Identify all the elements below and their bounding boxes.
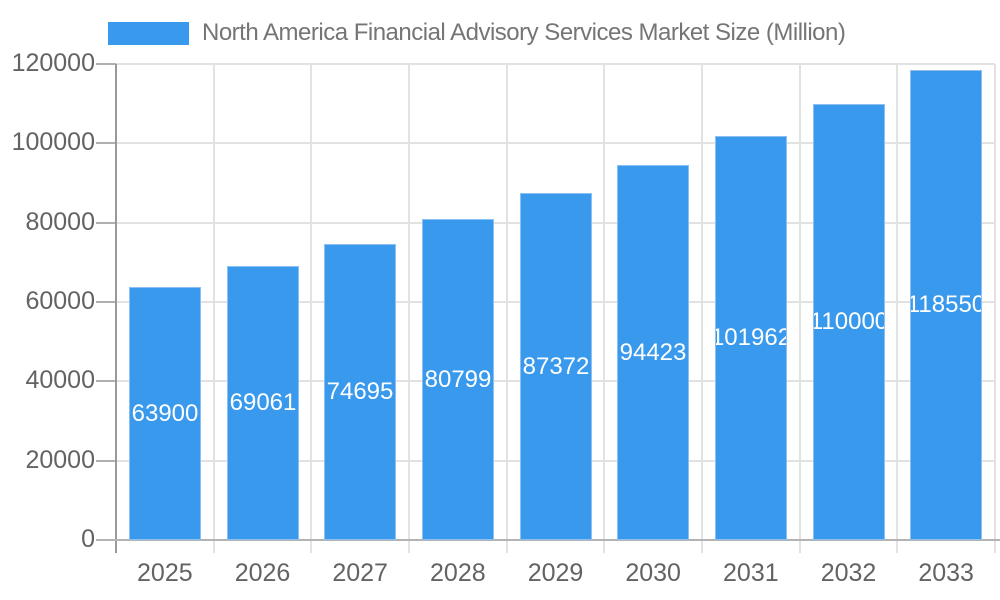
plot-area: 0 20000 40000 60000 80000 100000 120000 63900 20… xyxy=(12,51,1000,586)
x-axis-tick xyxy=(701,540,703,553)
v-gridline xyxy=(310,64,313,540)
x-axis-tick xyxy=(505,540,508,553)
bar: 110000 xyxy=(813,104,885,540)
bar-value-label: 110000 xyxy=(813,308,885,335)
x-axis-tick xyxy=(896,540,899,553)
x-axis-label: 2030 xyxy=(625,559,681,587)
v-gridline xyxy=(408,64,410,540)
bar: 94423 xyxy=(617,165,689,540)
bar-value-label: 80799 xyxy=(424,365,492,393)
y-axis-tick xyxy=(96,459,116,462)
y-axis-label: 40000 xyxy=(25,366,95,395)
y-axis-tick xyxy=(96,221,116,224)
bar-value-label: 101962 xyxy=(716,324,786,351)
bar: 63900 xyxy=(129,287,201,540)
y-axis-label: 60000 xyxy=(25,287,95,315)
x-axis-tick xyxy=(408,540,410,553)
x-axis-tick xyxy=(212,540,215,553)
bar: 74695 xyxy=(324,244,396,540)
h-gridline xyxy=(116,142,995,145)
bar-value-label: 63900 xyxy=(131,399,199,427)
bar: 69061 xyxy=(227,266,299,540)
y-axis-label: 100000 xyxy=(11,128,95,157)
bar: 87372 xyxy=(520,193,592,540)
y-axis-tick xyxy=(96,301,116,303)
bar-value-label: 74695 xyxy=(326,378,394,405)
y-axis-tick xyxy=(96,142,116,145)
y-axis-tick xyxy=(96,380,116,383)
bar-value-label: 87372 xyxy=(522,352,590,380)
x-axis-label: 2028 xyxy=(430,559,486,587)
x-axis-tick xyxy=(310,540,313,553)
bar: 80799 xyxy=(422,219,494,540)
v-gridline xyxy=(212,64,215,540)
x-axis-label: 2027 xyxy=(332,559,388,587)
h-gridline xyxy=(116,63,995,65)
x-axis-tick xyxy=(798,540,801,553)
v-gridline xyxy=(701,64,703,540)
x-axis-tick xyxy=(603,540,606,553)
x-axis-label: 2031 xyxy=(723,559,779,587)
x-axis-label: 2033 xyxy=(918,559,974,587)
x-axis-label: 2032 xyxy=(820,559,877,587)
y-axis-tick xyxy=(96,63,116,65)
bar: 101962 xyxy=(715,136,787,540)
v-gridline xyxy=(798,64,801,540)
y-axis-label: 0 xyxy=(81,525,95,553)
y-axis-label: 120000 xyxy=(11,49,95,77)
y-axis-label: 80000 xyxy=(25,207,95,236)
x-axis-line xyxy=(96,539,1000,541)
bar-value-label: 69061 xyxy=(229,389,297,416)
x-axis-label: 2026 xyxy=(234,559,291,587)
legend-swatch xyxy=(108,21,189,45)
v-gridline xyxy=(505,64,508,540)
y-axis-label: 20000 xyxy=(25,445,95,474)
bar: 118550 xyxy=(910,70,982,540)
y-axis-line xyxy=(115,64,117,553)
bar-value-label: 118550 xyxy=(910,291,982,318)
x-axis-tick xyxy=(994,540,996,553)
v-gridline xyxy=(603,64,606,540)
v-gridline xyxy=(896,64,899,540)
chart-legend: North America Financial Advisory Service… xyxy=(108,19,846,47)
legend-label: North America Financial Advisory Service… xyxy=(202,19,846,46)
bar-value-label: 94423 xyxy=(619,338,687,366)
x-axis-label: 2029 xyxy=(527,559,584,587)
x-axis-label: 2025 xyxy=(137,559,193,587)
v-gridline xyxy=(994,64,996,540)
